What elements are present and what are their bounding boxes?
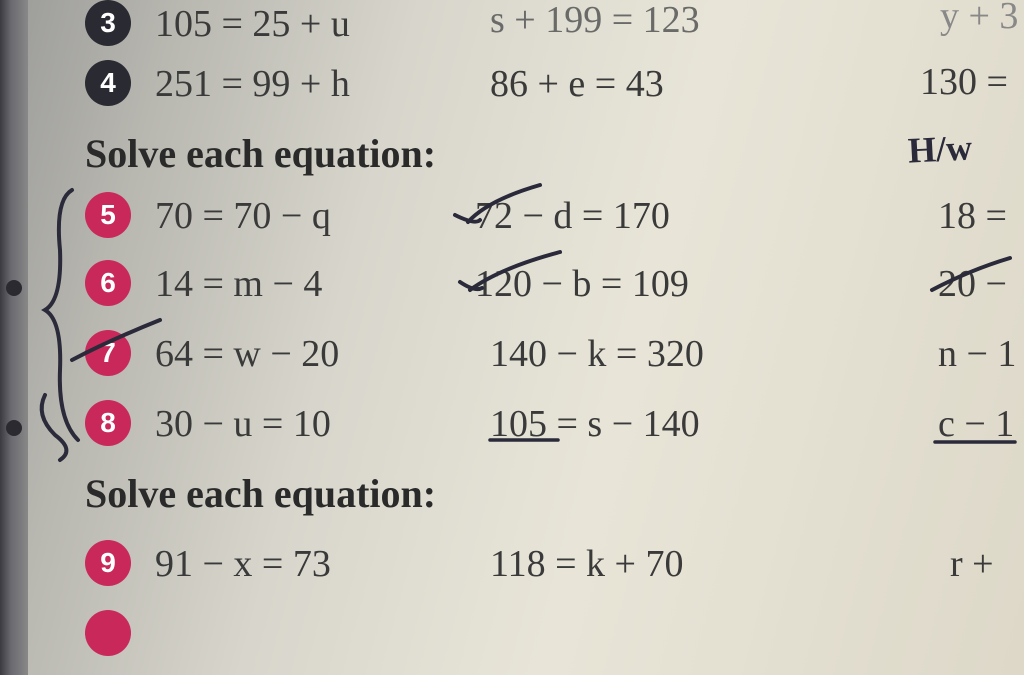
section-heading-2: Solve each equation: <box>85 470 436 517</box>
equation-6-c: 20 − <box>938 262 1007 306</box>
equation-6-a: 14 = m − 4 <box>155 262 322 306</box>
equation-8-a: 30 − u = 10 <box>155 402 331 446</box>
problem-badge-cutoff <box>85 610 131 656</box>
badge-number: 3 <box>100 7 116 39</box>
badge-number: 6 <box>100 267 116 299</box>
binding-hole <box>6 420 22 436</box>
equation-6-b: 120 − b = 109 <box>475 262 689 306</box>
problem-badge-6: 6 <box>85 260 131 306</box>
equation-9-b: 118 = k + 70 <box>490 542 683 586</box>
equation-4-a: 251 = 99 + h <box>155 62 350 106</box>
equation-7-b: 140 − k = 320 <box>490 332 704 376</box>
problem-badge-5: 5 <box>85 192 131 238</box>
equation-5-b: 72 − d = 170 <box>475 194 670 238</box>
textbook-page: 3 105 = 25 + u s + 199 = 123 y + 3 4 251… <box>0 0 1024 675</box>
equation-7-a: 64 = w − 20 <box>155 332 339 376</box>
equation-7-c: n − 1 <box>938 332 1016 376</box>
handwritten-annotation: H/w <box>907 126 973 171</box>
equation-3-b: s + 199 = 123 <box>490 0 700 42</box>
badge-number: 4 <box>100 67 116 99</box>
problem-badge-3: 3 <box>85 0 131 46</box>
badge-number: 5 <box>100 199 116 231</box>
equation-5-c: 18 = <box>938 194 1007 238</box>
equation-3-a: 105 = 25 + u <box>155 2 350 46</box>
binding-hole <box>6 280 22 296</box>
equation-4-b: 86 + e = 43 <box>490 62 664 106</box>
book-spine <box>0 0 28 675</box>
problem-badge-4: 4 <box>85 60 131 106</box>
equation-3-c: y + 3 <box>940 0 1018 38</box>
badge-number: 8 <box>100 407 116 439</box>
badge-number: 9 <box>100 547 116 579</box>
problem-badge-7: 7 <box>85 330 131 376</box>
badge-number: 7 <box>100 337 116 369</box>
section-heading-1: Solve each equation: <box>85 130 436 177</box>
equation-9-a: 91 − x = 73 <box>155 542 331 586</box>
equation-8-b: 105 = s − 140 <box>490 402 700 446</box>
problem-badge-9: 9 <box>85 540 131 586</box>
equation-8-c: c − 1 <box>938 402 1014 446</box>
problem-badge-8: 8 <box>85 400 131 446</box>
equation-4-c: 130 = <box>920 60 1008 104</box>
equation-9-c: r + <box>950 542 994 586</box>
equation-5-a: 70 = 70 − q <box>155 194 331 238</box>
